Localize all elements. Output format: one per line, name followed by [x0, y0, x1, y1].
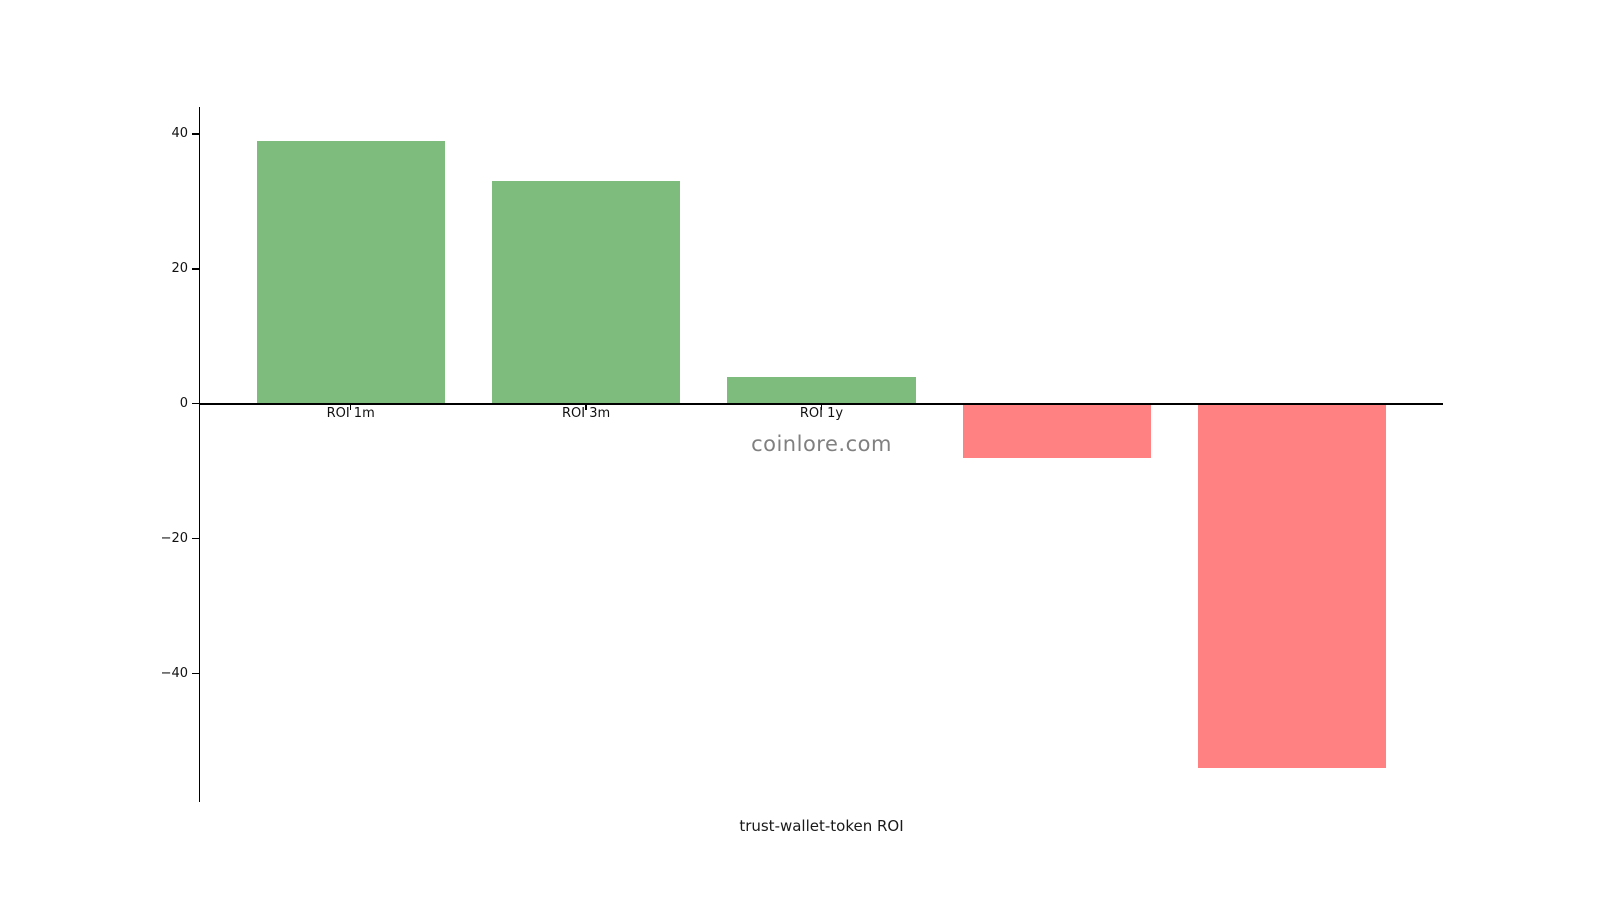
bar-roi-1y	[727, 376, 916, 404]
y-axis-spine	[198, 107, 200, 802]
y-tick	[191, 673, 199, 675]
y-tick	[191, 403, 199, 405]
x-axis-zero-line	[200, 403, 1443, 405]
x-tick	[820, 403, 823, 410]
x-tick-label: ROI 1y	[799, 405, 844, 421]
x-tick	[350, 403, 352, 410]
bar-roi-3m	[491, 181, 681, 404]
y-tick-label: −40	[160, 665, 188, 681]
y-tick-label: 20	[171, 260, 188, 276]
bar-bar-4	[962, 403, 1152, 458]
y-tick	[191, 133, 199, 135]
watermark-text: coinlore.com	[751, 432, 892, 456]
x-tick	[585, 403, 587, 410]
x-tick-label: ROI 1m	[326, 405, 375, 421]
bar-bar-5	[1198, 403, 1387, 769]
bar-roi-1m	[256, 140, 445, 404]
y-tick-label: −20	[160, 530, 188, 546]
y-tick-label: 0	[179, 395, 188, 411]
y-tick	[191, 538, 199, 540]
x-tick-label: ROI 3m	[561, 405, 611, 421]
y-tick-label: 40	[171, 125, 188, 141]
y-tick	[191, 268, 199, 270]
chart-title: trust-wallet-token ROI	[739, 817, 904, 835]
